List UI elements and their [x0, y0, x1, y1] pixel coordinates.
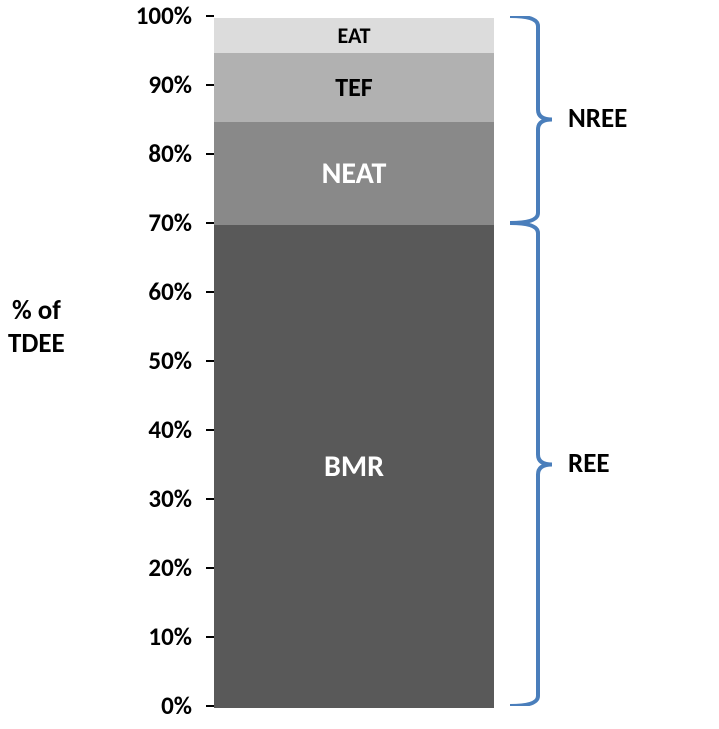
- y-tick-mark: [206, 567, 214, 569]
- y-tick-mark: [206, 498, 214, 500]
- y-tick-label: 70%: [148, 207, 192, 238]
- bracket-label-nree: NREE: [568, 102, 627, 135]
- y-tick-mark: [206, 84, 214, 86]
- segment-eat: EAT: [214, 16, 494, 53]
- y-tick-mark: [206, 636, 214, 638]
- chart-root: { "canvas": { "width": 719, "height": 72…: [0, 0, 719, 729]
- y-tick-mark: [206, 153, 214, 155]
- segment-label-tef: TEF: [335, 71, 373, 103]
- y-tick-mark: [206, 222, 214, 224]
- y-tick-label: 50%: [148, 345, 192, 376]
- segment-label-neat: NEAT: [322, 155, 387, 192]
- y-tick-mark: [206, 360, 214, 362]
- y-tick-label: 60%: [148, 276, 192, 307]
- segment-neat: NEAT: [214, 120, 494, 226]
- bracket-ree: [510, 223, 558, 706]
- y-tick-label: 0%: [161, 690, 192, 721]
- segment-label-eat: EAT: [338, 22, 371, 49]
- y-tick-label: 10%: [148, 621, 192, 652]
- bracket-label-ree: REE: [568, 447, 610, 480]
- y-axis-title: % of TDEE: [8, 294, 65, 360]
- bracket-nree: [510, 16, 558, 223]
- y-axis-title-line2: TDEE: [8, 327, 65, 360]
- y-tick-mark: [206, 15, 214, 17]
- segment-tef: TEF: [214, 51, 494, 122]
- y-tick-mark: [206, 705, 214, 707]
- y-tick-label: 90%: [148, 69, 192, 100]
- y-tick-label: 100%: [136, 0, 192, 31]
- y-tick-mark: [206, 291, 214, 293]
- y-tick-label: 20%: [148, 552, 192, 583]
- segment-label-bmr: BMR: [324, 448, 384, 485]
- y-tick-mark: [206, 429, 214, 431]
- y-axis-title-line1: % of: [8, 294, 65, 327]
- segment-bmr: BMR: [214, 223, 494, 708]
- plot-area: BMR NEAT TEF EAT: [214, 16, 494, 706]
- y-tick-label: 30%: [148, 483, 192, 514]
- y-tick-label: 80%: [148, 138, 192, 169]
- y-tick-label: 40%: [148, 414, 192, 445]
